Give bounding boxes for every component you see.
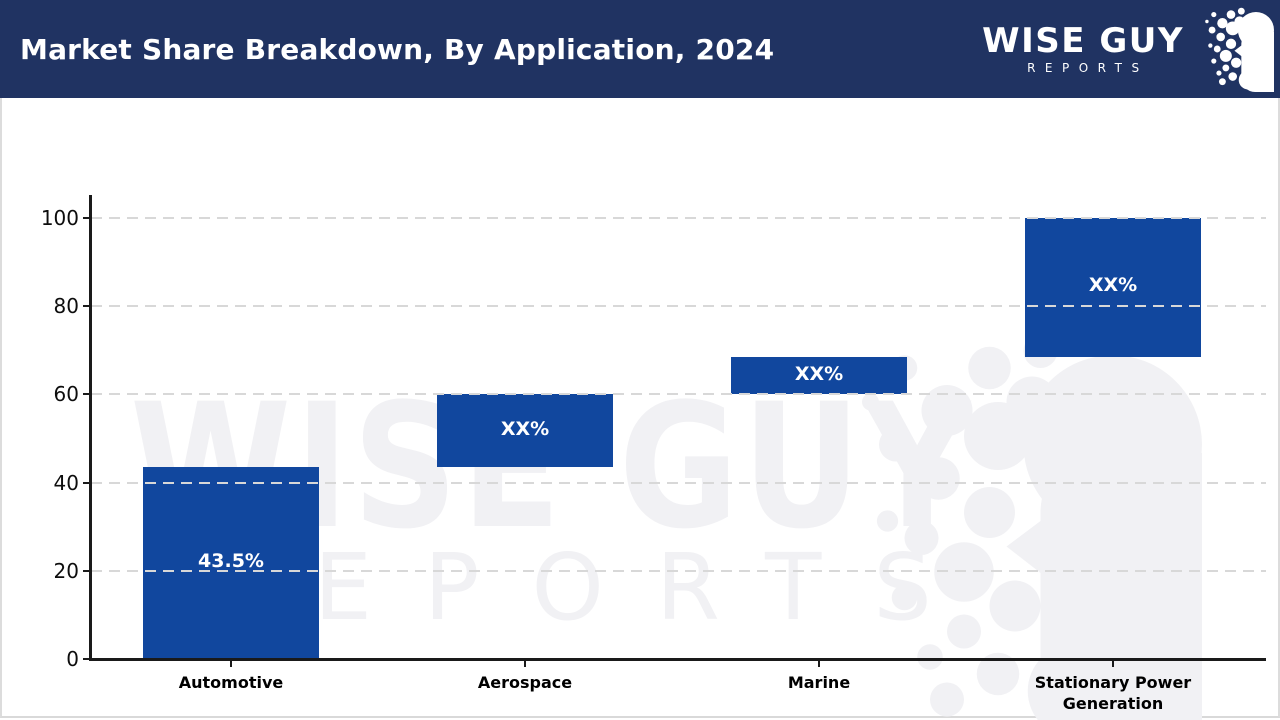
bar-marine <box>731 356 907 395</box>
y-tick-40 <box>83 481 91 484</box>
gridline-80 <box>91 305 1266 308</box>
bar-value-label: 43.5% <box>198 550 264 573</box>
y-axis-spine <box>89 195 92 661</box>
y-tick-label-80: 80 <box>53 294 79 319</box>
x-tick-label-2: Marine <box>787 673 851 692</box>
y-tick-label-0: 0 <box>66 647 79 671</box>
y-tick-60 <box>83 393 91 396</box>
gridline-40 <box>91 481 1266 484</box>
bar-stationary-power-generation <box>1025 218 1201 357</box>
bar-automotive <box>143 467 319 659</box>
x-tick-3 <box>1112 659 1114 667</box>
x-tick-2 <box>818 659 820 667</box>
x-tick-1 <box>524 659 526 667</box>
gridline-60 <box>91 393 1266 396</box>
header: Market Share Breakdown, By Application, … <box>0 0 1280 98</box>
logo-head-icon <box>1205 7 1274 92</box>
x-tick-label-0: Automotive <box>178 673 284 692</box>
bar-value-label: XX% <box>1088 274 1138 297</box>
y-tick-80 <box>83 305 91 308</box>
logo-text: WISE GUY REPORTS <box>982 23 1184 75</box>
page-title: Market Share Breakdown, By Application, … <box>20 32 775 66</box>
chart-container: WISE GUY REPORTS 0 20 40 60 80 100 43.5% Automo… <box>0 98 1280 720</box>
gridline-100 <box>91 217 1266 219</box>
wise-guy-reports-logo: WISE GUY REPORTS <box>982 3 1280 95</box>
x-axis-spine <box>89 658 1266 661</box>
logo-subname: REPORTS <box>1027 61 1149 75</box>
y-tick-20 <box>83 569 91 572</box>
bar-value-label: XX% <box>794 362 844 385</box>
x-tick-label-3: Stationary Power Generation <box>1034 673 1192 713</box>
y-tick-label-100: 100 <box>40 206 79 230</box>
y-tick-0 <box>83 658 91 660</box>
bar-value-label: XX% <box>500 417 550 440</box>
y-tick-label-20: 20 <box>53 558 79 583</box>
x-tick-0 <box>230 659 232 667</box>
x-tick-label-1: Aerospace <box>477 673 573 692</box>
y-tick-100 <box>83 217 91 219</box>
gridline-20 <box>91 569 1266 572</box>
logo-name: WISE GUY <box>982 21 1184 61</box>
watermark-text-reports: REPORTS <box>198 534 984 641</box>
y-tick-label-40: 40 <box>53 470 79 495</box>
y-tick-label-60: 60 <box>53 382 79 407</box>
bar-aerospace <box>437 394 613 468</box>
